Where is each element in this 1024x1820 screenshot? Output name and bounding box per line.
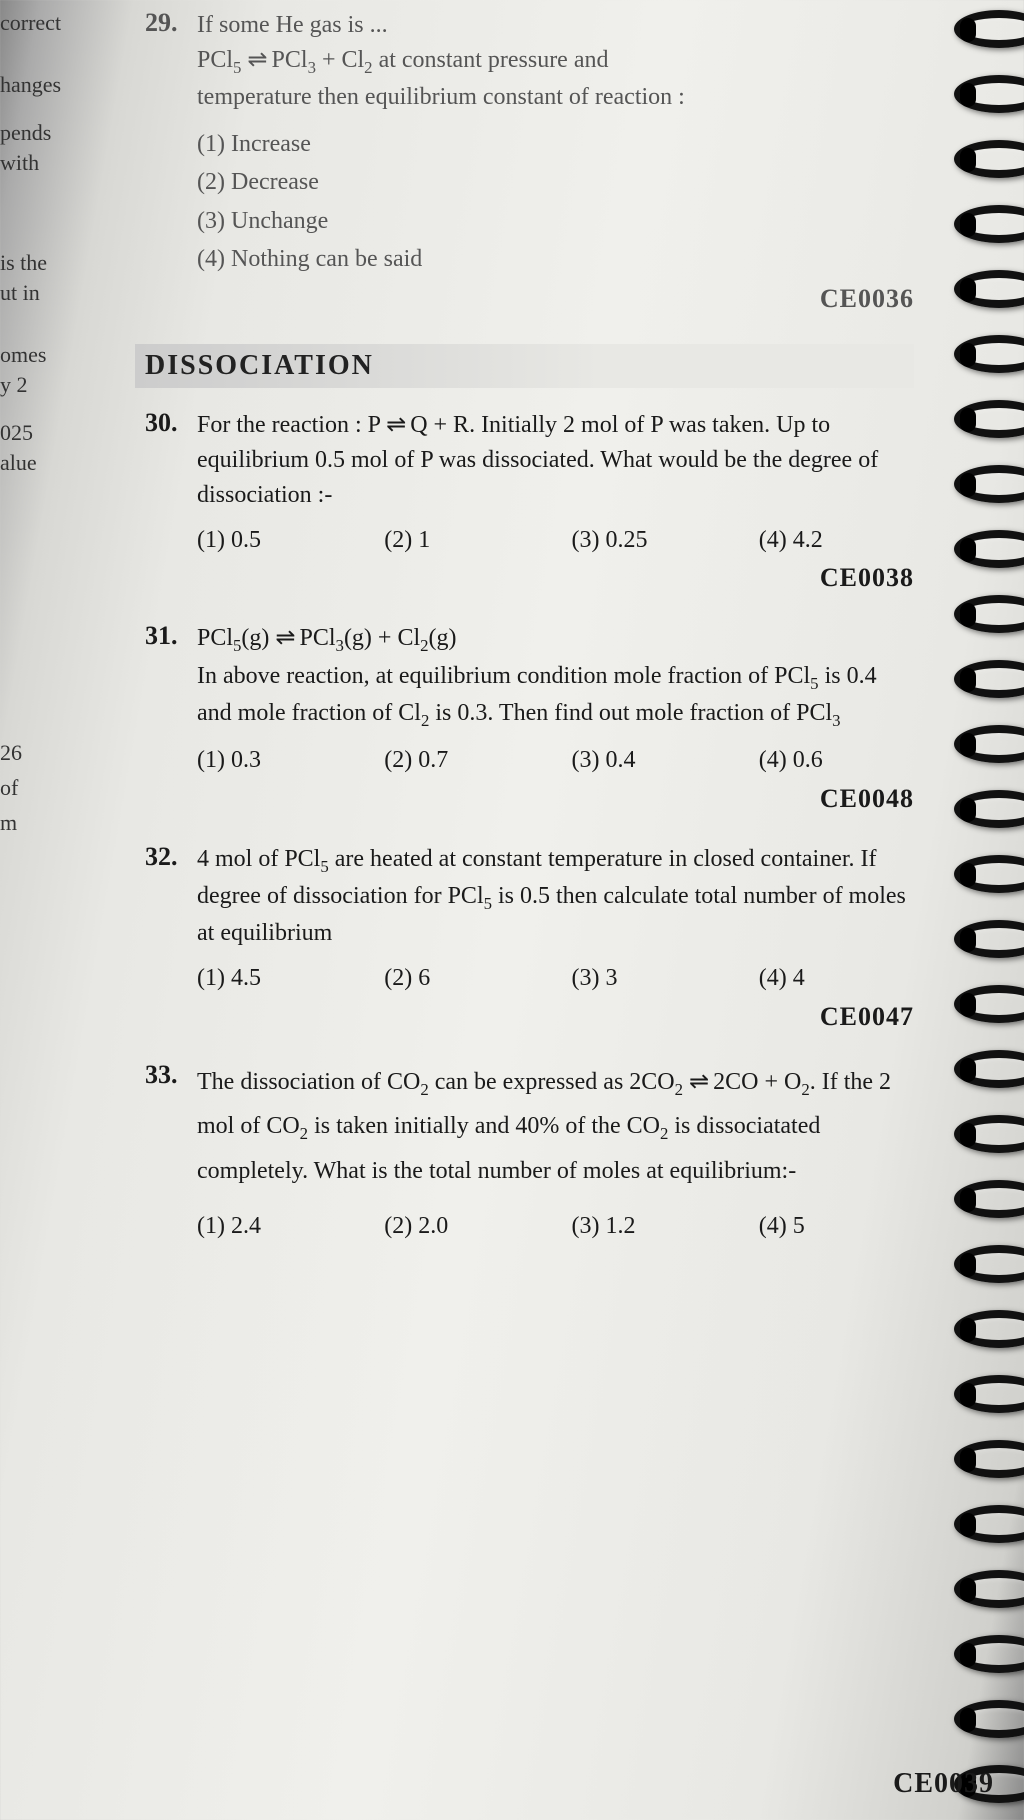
- binding-hole: [960, 668, 976, 692]
- options-row: (1) 4.5 (2) 6 (3) 3 (4) 4: [197, 961, 906, 996]
- option-1: (1) 0.3: [197, 743, 344, 778]
- option-2: (2) Decrease: [197, 163, 906, 201]
- binding-hole: [960, 1058, 976, 1082]
- margin-fragment: alue: [0, 450, 37, 476]
- option-3: (3) Unchange: [197, 202, 906, 240]
- binding-hole: [960, 538, 976, 562]
- binding-hole: [960, 733, 976, 757]
- margin-fragment: hanges: [0, 72, 61, 98]
- binding-hole: [960, 148, 976, 172]
- binding-hole: [960, 1188, 976, 1212]
- question-number: 29.: [145, 8, 193, 38]
- margin-fragment: of: [0, 775, 18, 801]
- binding-hole: [960, 1513, 976, 1537]
- option-4: (4) 0.6: [759, 743, 906, 778]
- margin-fragment: pends: [0, 120, 51, 146]
- option-1: (1) 0.5: [197, 523, 344, 558]
- option-3: (3) 3: [572, 961, 719, 996]
- binding-hole: [960, 1708, 976, 1732]
- binding-hole: [960, 343, 976, 367]
- q29-line3: temperature then equilibrium constant of…: [197, 84, 685, 110]
- binding-hole: [960, 473, 976, 497]
- left-margin-fragments: correct hanges pends with is the ut in omes y 2…: [0, 0, 90, 1820]
- binding-hole: [960, 408, 976, 432]
- question-code: CE0048: [145, 784, 914, 814]
- margin-fragment: m: [0, 810, 17, 836]
- options-row: (1) 2.4 (2) 2.0 (3) 1.2 (4) 5: [197, 1204, 906, 1248]
- option-2: (2) 1: [384, 523, 531, 558]
- q29-line1: If some He gas is ...: [197, 12, 388, 38]
- question-text: 4 mol of PCl5 are heated at constant tem…: [197, 842, 906, 996]
- question-text: For the reaction : P ⇌ Q + R. Initially …: [197, 408, 906, 557]
- question-number: 30.: [145, 408, 193, 438]
- option-2: (2) 2.0: [384, 1204, 531, 1248]
- margin-fragment: omes: [0, 342, 46, 368]
- section-heading: DISSOCIATION: [135, 344, 914, 388]
- margin-fragment: y 2: [0, 372, 28, 398]
- question-number: 32.: [145, 842, 193, 872]
- options-vertical: (1) Increase (2) Decrease (3) Unchange (…: [197, 125, 906, 279]
- binding-hole: [960, 213, 976, 237]
- binding-hole: [960, 1643, 976, 1667]
- option-4: (4) 4.2: [759, 523, 906, 558]
- options-row: (1) 0.3 (2) 0.7 (3) 0.4 (4) 0.6: [197, 743, 906, 778]
- option-2: (2) 6: [384, 961, 531, 996]
- binding-hole: [960, 603, 976, 627]
- question-code: CE0036: [145, 284, 914, 314]
- option-4: (4) 4: [759, 961, 906, 996]
- option-3: (3) 1.2: [572, 1204, 719, 1248]
- option-1: (1) 2.4: [197, 1204, 344, 1248]
- margin-fragment: ut in: [0, 280, 40, 306]
- margin-fragment: 26: [0, 740, 22, 766]
- question-29: 29. If some He gas is ... PCl5 ⇌ PCl3 + …: [145, 8, 914, 314]
- binding-hole: [960, 993, 976, 1017]
- margin-fragment: 025: [0, 420, 33, 446]
- binding-hole: [960, 278, 976, 302]
- question-33: 33. The dissociation of CO2 can be expre…: [145, 1060, 914, 1249]
- question-code: CE0038: [145, 563, 914, 593]
- options-row: (1) 0.5 (2) 1 (3) 0.25 (4) 4.2: [197, 523, 906, 558]
- margin-fragment: is the: [0, 250, 47, 276]
- question-code: CE0047: [145, 1002, 914, 1032]
- binding-hole: [960, 1383, 976, 1407]
- binding-hole: [960, 83, 976, 107]
- question-30: 30. For the reaction : P ⇌ Q + R. Initia…: [145, 408, 914, 593]
- margin-fragment: with: [0, 150, 39, 176]
- option-2: (2) 0.7: [384, 743, 531, 778]
- binding-hole: [960, 1123, 976, 1147]
- binding-hole: [960, 1318, 976, 1342]
- option-4: (4) 5: [759, 1204, 906, 1248]
- option-4: (4) Nothing can be said: [197, 240, 906, 278]
- margin-fragment: correct: [0, 10, 61, 36]
- option-1: (1) 4.5: [197, 961, 344, 996]
- binding-hole: [960, 798, 976, 822]
- question-number: 31.: [145, 621, 193, 651]
- binding-hole: [960, 1448, 976, 1472]
- question-number: 33.: [145, 1060, 193, 1090]
- binding-hole: [960, 1253, 976, 1277]
- option-3: (3) 0.4: [572, 743, 719, 778]
- binding-hole: [960, 863, 976, 887]
- binding-hole: [960, 1578, 976, 1602]
- question-32: 32. 4 mol of PCl5 are heated at constant…: [145, 842, 914, 1032]
- option-1: (1) Increase: [197, 125, 906, 163]
- binding-hole: [960, 928, 976, 952]
- question-text: If some He gas is ... PCl5 ⇌ PCl3 + Cl2 …: [197, 8, 906, 278]
- option-3: (3) 0.25: [572, 523, 719, 558]
- page-content: 29. If some He gas is ... PCl5 ⇌ PCl3 + …: [95, 0, 944, 1820]
- question-text: PCl5(g) ⇌ PCl3(g) + Cl2(g) In above reac…: [197, 621, 906, 777]
- binding-hole: [960, 18, 976, 42]
- question-31: 31. PCl5(g) ⇌ PCl3(g) + Cl2(g) In above …: [145, 621, 914, 813]
- question-code: CE0039: [893, 1768, 994, 1800]
- question-text: The dissociation of CO2 can be expressed…: [197, 1060, 906, 1249]
- spiral-binding: [944, 0, 1024, 1820]
- q29-line2: PCl5 ⇌ PCl3 + Cl2 at constant pressure a…: [197, 47, 608, 73]
